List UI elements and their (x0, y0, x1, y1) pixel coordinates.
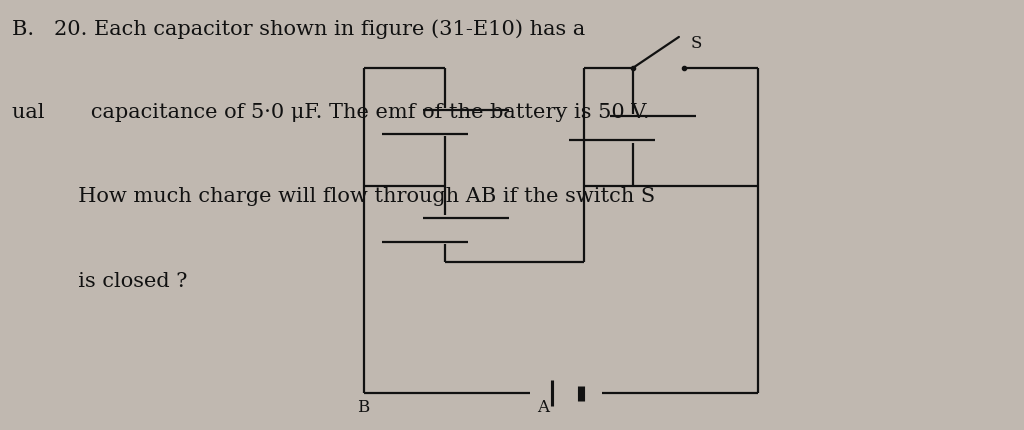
Text: ual       capacitance of 5·0 μF. The emf of the battery is 50 V.: ual capacitance of 5·0 μF. The emf of th… (12, 103, 650, 122)
Text: B.   20. Each capacitor shown in figure (31‑E10) has a: B. 20. Each capacitor shown in figure (3… (12, 19, 586, 39)
Text: B: B (357, 398, 370, 415)
Text: A: A (537, 398, 549, 415)
Text: is closed ?: is closed ? (12, 271, 187, 290)
Text: How much charge will flow through AB if the switch S: How much charge will flow through AB if … (12, 187, 655, 206)
Text: S: S (690, 34, 702, 52)
